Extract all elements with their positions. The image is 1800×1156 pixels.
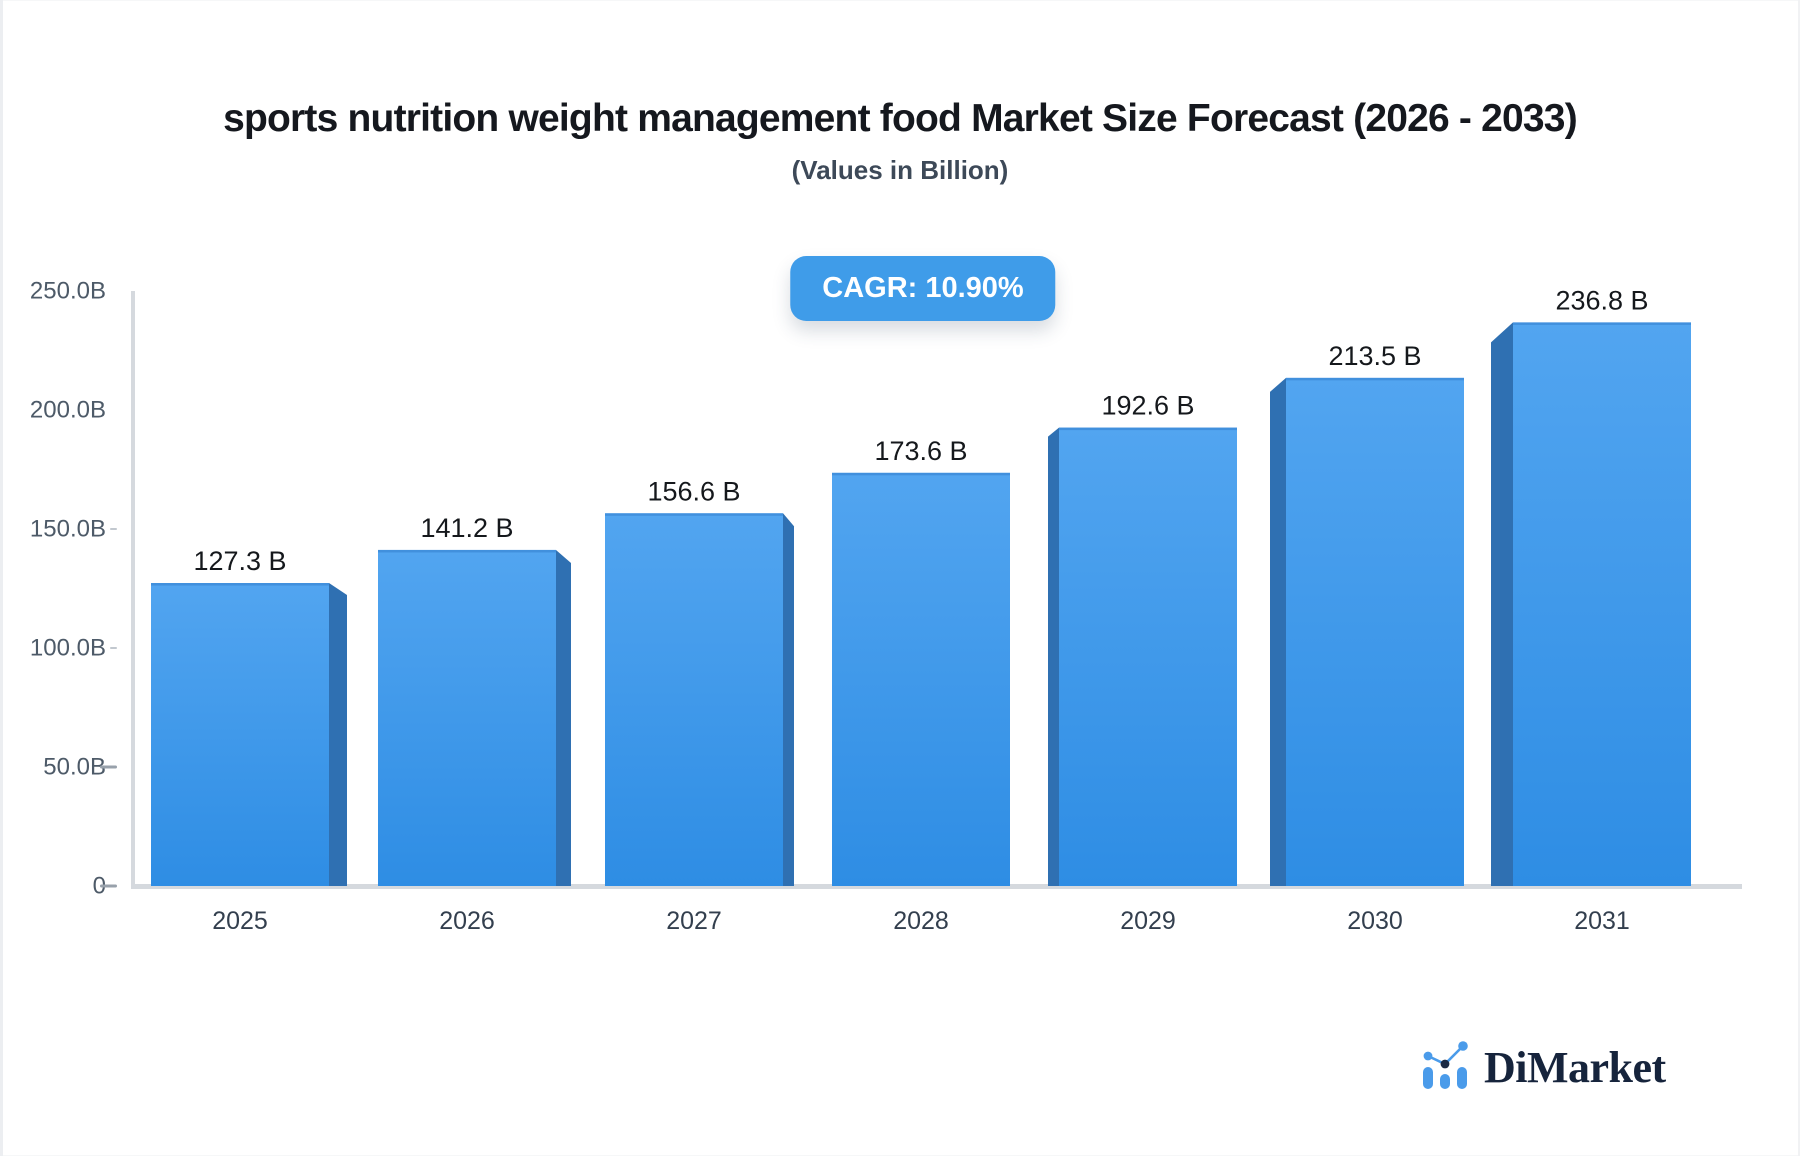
y-axis-tick-mark: [100, 765, 117, 769]
bar-value-label: 141.2 B: [420, 513, 513, 543]
x-axis-tick-label: 2031: [1574, 907, 1630, 935]
bar-2028: [832, 472, 1010, 886]
x-axis-tick-label: 2030: [1347, 907, 1403, 935]
bar-top-edge: [1059, 427, 1237, 431]
bar-side-face: [1048, 427, 1059, 886]
bar-value-label: 127.3 B: [193, 546, 286, 576]
bar-2027: [605, 513, 783, 886]
chart-title: sports nutrition weight management food …: [223, 97, 1578, 140]
bar-value-label: 192.6 B: [1101, 391, 1194, 421]
y-axis-tick-mark: [100, 884, 117, 888]
bar-chart-plot: 0 50.0B 100.0B 150.0B 200.0B 250.0B 127.3 B 202…: [30, 278, 1742, 935]
bar-2026: [378, 549, 556, 886]
bar-top-edge: [832, 472, 1010, 476]
bar-value-label: 213.5 B: [1328, 341, 1421, 371]
bar-side-face: [329, 583, 347, 886]
bar-side-face: [556, 549, 571, 886]
chart-header: sports nutrition weight management food …: [25, 0, 1775, 186]
bar-value-label: 236.8 B: [1555, 285, 1648, 315]
bar-chart-logo-icon: [1423, 1041, 1468, 1089]
x-axis-tick-label: 2026: [439, 907, 495, 935]
bar-top-edge: [605, 513, 783, 516]
y-axis-line: [131, 291, 135, 889]
x-axis-tick-label: 2029: [1120, 907, 1176, 935]
y-axis-tick-label: 0: [93, 873, 106, 900]
x-axis-tick-label: 2028: [893, 907, 949, 935]
y-axis-tick-mark: [110, 647, 117, 649]
bar-side-face: [1491, 322, 1513, 886]
bar-top-edge: [1513, 322, 1691, 325]
chart-subtitle: (Values in Billion): [791, 155, 1009, 185]
bar-2030: [1286, 377, 1464, 886]
y-axis-tick-label: 100.0B: [30, 635, 106, 662]
x-axis-tick-label: 2027: [666, 907, 722, 935]
bar-side-face: [1270, 377, 1286, 886]
dimarket-logo-text: DiMarket: [1484, 1043, 1666, 1092]
y-axis-tick-label: 200.0B: [30, 397, 106, 424]
y-axis-tick-label: 250.0B: [30, 278, 106, 305]
bar-value-label: 156.6 B: [647, 476, 740, 506]
bar-2025: [151, 583, 329, 886]
y-axis-tick-mark: [110, 528, 117, 530]
cagr-badge: CAGR: 10.90%: [790, 256, 1056, 321]
x-axis-tick-label: 2025: [212, 907, 268, 935]
bar-value-label: 173.6 B: [874, 436, 967, 466]
bar-side-face: [783, 513, 794, 886]
bar-2031: [1513, 322, 1691, 886]
y-axis-tick-label: 50.0B: [43, 754, 106, 781]
dimarket-logo: DiMarket: [1420, 1036, 1666, 1090]
bar-2029: [1059, 427, 1237, 886]
bar-top-edge: [378, 549, 556, 553]
y-axis-tick-label: 150.0B: [30, 516, 106, 543]
bar-top-edge: [151, 583, 329, 586]
x-axis-line: [131, 884, 1742, 889]
bar-top-edge: [1286, 377, 1464, 381]
